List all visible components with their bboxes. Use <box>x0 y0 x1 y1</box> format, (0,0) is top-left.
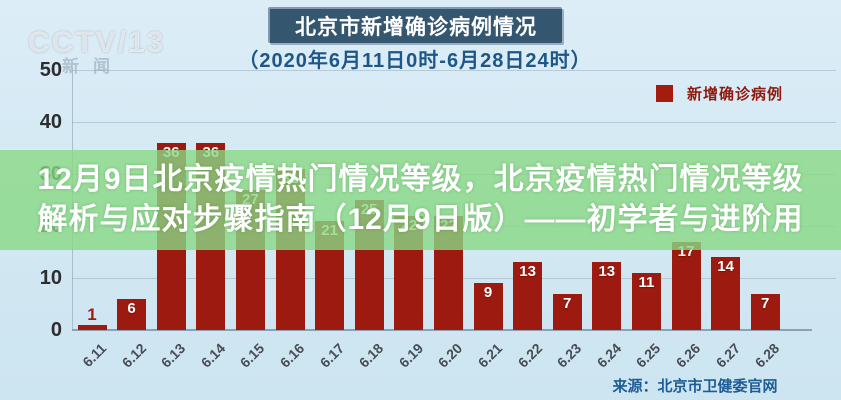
source-attribution: 来源：北京市卫健委官网 <box>612 378 778 395</box>
x-tick-label: 6.25 <box>633 340 664 371</box>
x-tick-label: 6.18 <box>355 340 387 371</box>
bar-6.23 <box>552 294 582 330</box>
bar-6.28 <box>750 294 780 330</box>
bar-6.21 <box>473 283 503 330</box>
bar-6.27 <box>711 257 741 330</box>
legend-color-swatch-icon <box>656 85 673 102</box>
bar-value-label: 14 <box>717 258 734 275</box>
bar-value-label: 13 <box>598 263 616 280</box>
cctv-watermark: CCTV/13 <box>28 26 166 59</box>
x-tick-label: 6.11 <box>79 340 110 371</box>
x-tick-label: 6.22 <box>514 340 545 371</box>
y-tick-label: 10 <box>39 267 62 289</box>
x-tick-label: 6.17 <box>316 340 347 371</box>
bar-value-label: 9 <box>483 284 493 301</box>
cctv-news-watermark: 新闻 <box>62 57 124 76</box>
bar-6.11 <box>77 325 107 330</box>
bar-6.24 <box>592 262 622 330</box>
x-tick-label: 6.24 <box>593 340 625 371</box>
y-tick-label: 50 <box>39 59 62 81</box>
x-tick-label: 6.12 <box>118 340 149 371</box>
bar-value-label: 6 <box>127 300 136 317</box>
x-tick-label: 6.19 <box>395 340 427 371</box>
x-tick-label: 6.21 <box>474 340 506 371</box>
chart-subtitle: （2020年6月11日0时-6月28日24时） <box>238 50 592 72</box>
headline-line-2: 解析与应对步骤指南（12月9日版）——初学者与进阶用 <box>37 203 804 236</box>
bar-value-label: 7 <box>563 295 572 312</box>
bar-6.25 <box>631 273 661 330</box>
bar-6.22 <box>513 262 543 330</box>
y-tick-label: 0 <box>50 319 62 341</box>
chart-title-banner: 北京市新增确诊病例情况 <box>268 7 562 43</box>
x-tick-label: 6.20 <box>435 340 466 371</box>
bar-value-label: 7 <box>761 295 770 312</box>
bar-6.12 <box>117 299 147 330</box>
x-tick-label: 6.23 <box>553 340 585 371</box>
bar-6.26 <box>671 242 701 330</box>
gridline-50 <box>72 70 836 71</box>
x-tick-label: 6.26 <box>672 340 704 371</box>
legend-label: 新增确诊病例 <box>687 86 784 103</box>
bar-value-label: 1 <box>87 305 97 324</box>
headline-overlay: 12月9日北京疫情热门情况等级，北京疫情热门情况等级 解析与应对步骤指南（12月… <box>0 150 841 250</box>
bar-value-label: 11 <box>638 274 655 291</box>
x-tick-label: 6.13 <box>157 340 189 371</box>
bar-value-label: 13 <box>519 263 536 280</box>
x-tick-label: 6.14 <box>197 340 229 371</box>
chart-title: 北京市新增确诊病例情况 <box>295 16 537 39</box>
x-tick-label: 6.16 <box>276 340 308 371</box>
x-tick-label: 6.27 <box>712 340 743 371</box>
gridline-40 <box>72 122 836 123</box>
x-axis-line <box>72 329 812 331</box>
x-tick-label: 6.28 <box>751 340 783 371</box>
x-tick-label: 6.15 <box>237 340 268 371</box>
headline-line-1: 12月9日北京疫情热门情况等级，北京疫情热门情况等级 <box>37 163 804 196</box>
chart-legend: 新增确诊病例 <box>656 83 783 104</box>
y-tick-label: 40 <box>39 111 62 133</box>
